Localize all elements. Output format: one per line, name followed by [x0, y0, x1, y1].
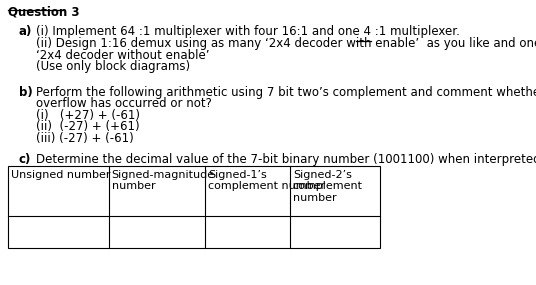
Text: (iii) (-27) + (-61): (iii) (-27) + (-61): [36, 132, 134, 145]
Text: Perform the following arithmetic using 7 bit two’s complement and comment whethe: Perform the following arithmetic using 7…: [36, 86, 536, 99]
Text: b): b): [19, 86, 33, 99]
Text: Determine the decimal value of the 7-bit binary number (1001100) when interprete: Determine the decimal value of the 7-bit…: [36, 153, 536, 166]
Text: Unsigned number: Unsigned number: [11, 170, 111, 180]
Text: (ii)  (-27) + (+61): (ii) (-27) + (+61): [36, 121, 140, 133]
Text: overflow has occurred or not?: overflow has occurred or not?: [36, 97, 212, 110]
Text: (i)   (+27) + (-61): (i) (+27) + (-61): [36, 109, 140, 122]
Text: (i) Implement 64 :1 multiplexer with four 16:1 and one 4 :1 multiplexer.: (i) Implement 64 :1 multiplexer with fou…: [36, 25, 460, 38]
Text: Signed-2’s
complement
number: Signed-2’s complement number: [293, 170, 363, 203]
Text: Signed-1’s
complement number: Signed-1’s complement number: [208, 170, 325, 192]
Text: Question 3: Question 3: [9, 6, 80, 19]
Text: (Use only block diagrams): (Use only block diagrams): [36, 60, 190, 73]
Text: Signed-magnitude
number: Signed-magnitude number: [111, 170, 215, 192]
Text: (ii) Design 1:16 demux using as many ‘2x4 decoder with enable’  as you like and : (ii) Design 1:16 demux using as many ‘2x…: [36, 37, 536, 50]
Text: ‘2x4 decoder without enable’: ‘2x4 decoder without enable’: [36, 48, 210, 62]
Text: a): a): [19, 25, 32, 38]
Text: c): c): [19, 153, 31, 166]
